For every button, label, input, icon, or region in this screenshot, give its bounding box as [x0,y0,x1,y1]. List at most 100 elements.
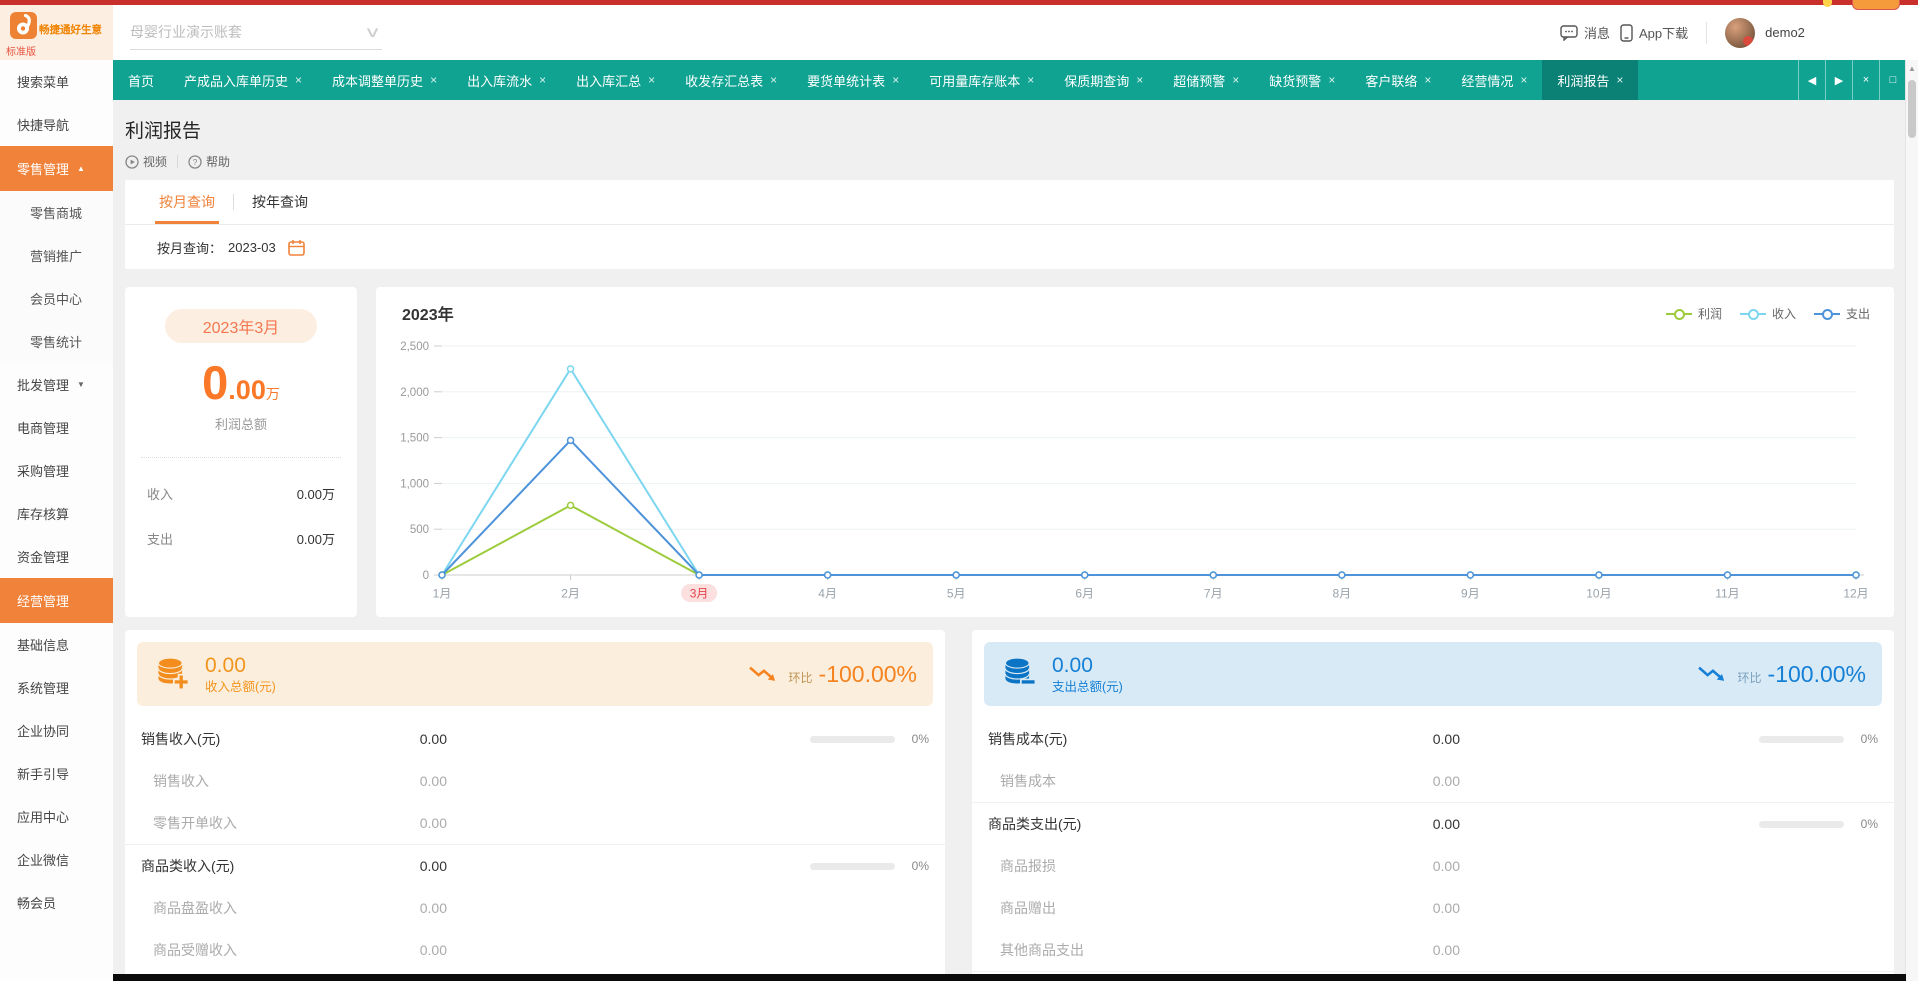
sidebar-item-label: 资金管理 [17,550,70,565]
sidebar-item-搜索菜单[interactable]: 搜索菜单 [0,60,113,103]
close-tab-icon[interactable]: × [539,73,547,87]
report-row-value: 0.00 [419,942,447,958]
profit-total-caption: 利润总额 [214,417,267,432]
tab-客户联络[interactable]: 客户联络 × [1350,60,1446,100]
close-tab-icon[interactable]: × [770,73,778,87]
user-avatar[interactable] [1725,17,1756,48]
sidebar-item-应用中心[interactable]: 应用中心 [0,795,113,838]
sidebar-item-畅会员[interactable]: 畅会员 [0,881,113,924]
fullscreen-button[interactable]: □ [1879,60,1906,100]
income-summary-band: 0.00 收入总额(元) 环比 -100.00% [137,642,933,706]
report-row: 商品受赠收入 0.00 [125,929,945,971]
income-coins-icon [157,657,190,691]
expense-total: 0.00 [1052,653,1093,677]
tab-利润报告[interactable]: 利润报告 × [1542,60,1639,100]
chevron-down-icon: ∨ [363,24,382,41]
close-tab-icon[interactable]: × [295,73,303,87]
scroll-tabs-right-button[interactable]: ▶ [1825,60,1852,100]
progress-track [1759,820,1844,828]
main-content: 利润报告 视频 ? 帮助 按月查询 按年查询 按月查询： 2023-03 [113,100,1906,981]
svg-text:2,500: 2,500 [400,341,429,353]
sidebar-item-快捷导航[interactable]: 快捷导航 [0,103,113,146]
query-filter: 按月查询： 2023-03 [125,225,1894,269]
tab-要货单统计表[interactable]: 要货单统计表 × [792,60,914,100]
progress-track [810,735,895,743]
help-link[interactable]: ? 帮助 [188,153,230,170]
sidebar-item-系统管理[interactable]: 系统管理 [0,666,113,709]
legend-label: 利润 [1697,307,1722,321]
tab-成本调整单历史[interactable]: 成本调整单历史 × [317,60,452,100]
sidebar-item-label: 系统管理 [17,681,70,696]
close-tab-icon[interactable]: × [648,73,656,87]
tab-缺货预警[interactable]: 缺货预警 × [1254,60,1350,100]
close-tab-icon[interactable]: × [1520,73,1528,87]
sidebar-item-label: 快捷导航 [17,118,70,133]
sidebar-item-采购管理[interactable]: 采购管理 [0,449,113,492]
legend-item-支出[interactable]: 支出 [1813,305,1870,322]
query-tabs-divider [233,194,234,210]
sidebar-item-会员中心[interactable]: 会员中心 [0,277,113,320]
tab-保质期查询[interactable]: 保质期查询 × [1049,60,1158,100]
legend-item-利润[interactable]: 利润 [1665,305,1722,322]
tab-首页[interactable]: 首页 [113,60,169,100]
sidebar-item-批发管理[interactable]: 批发管理 ▼ [0,363,113,406]
close-tab-icon[interactable]: × [1328,73,1336,87]
scrollbar-thumb[interactable] [1908,80,1916,138]
sidebar-item-零售管理[interactable]: 零售管理 ▲ [0,146,113,191]
tab-yearly-query[interactable]: 按年查询 [252,194,308,210]
close-tabs-button[interactable]: × [1852,60,1879,100]
close-tab-icon[interactable]: × [1232,73,1240,87]
close-tab-icon[interactable]: × [430,73,438,87]
sidebar-item-资金管理[interactable]: 资金管理 [0,535,113,578]
sidebar-item-label: 畅会员 [17,896,57,911]
video-link[interactable]: 视频 [125,153,167,170]
tab-出入库汇总[interactable]: 出入库汇总 × [561,60,670,100]
sidebar-item-经营管理[interactable]: 经营管理 [0,578,113,623]
tab-出入库流水[interactable]: 出入库流水 × [452,60,561,100]
calendar-icon[interactable] [287,239,305,256]
tab-产成品入库单历史[interactable]: 产成品入库单历史 × [169,60,317,100]
account-select[interactable]: 母婴行业演示账套 ∨ [130,15,382,50]
close-tab-icon[interactable]: × [1424,73,1432,87]
sidebar-item-新手引导[interactable]: 新手引导 [0,752,113,795]
sidebar-item-label: 搜索菜单 [17,75,70,90]
sidebar-item-企业协同[interactable]: 企业协同 [0,709,113,752]
report-row-value: 0.00 [1432,816,1460,832]
messages-label: 消息 [1584,26,1611,41]
legend-label: 收入 [1771,307,1796,321]
report-row-value: 0.00 [1432,773,1460,789]
sidebar-item-营销推广[interactable]: 营销推广 [0,234,113,277]
sidebar-item-零售商城[interactable]: 零售商城 [0,191,113,234]
username[interactable]: demo2 [1765,25,1805,40]
sidebar-item-基础信息[interactable]: 基础信息 [0,623,113,666]
app-download-button[interactable]: App下载 [1620,23,1688,42]
tab-超储预警[interactable]: 超储预警 × [1158,60,1254,100]
close-tab-icon[interactable]: × [1136,73,1144,87]
legend-item-收入[interactable]: 收入 [1739,305,1796,322]
close-tab-icon[interactable]: × [1616,73,1624,87]
progress-percent: 0% [1860,732,1878,746]
report-row-value: 0.00 [1432,942,1460,958]
summary-income-value: 0.00万 [296,487,335,502]
brand-name: 畅捷通好生意 [39,24,102,36]
sidebar: 搜索菜单快捷导航零售管理 ▲ 零售商城 营销推广 会员中心 零售统计 批发管理 ▼ 电商管理 采购… [0,60,113,981]
messages-button[interactable]: 消息 [1560,23,1610,42]
app-header: 畅捷通好生意 标准版 母婴行业演示账套 ∨ 消息 App下载 demo2 [0,5,1918,60]
sidebar-item-库存核算[interactable]: 库存核算 [0,492,113,535]
close-tab-icon[interactable]: × [1027,73,1035,87]
sidebar-item-企业微信[interactable]: 企业微信 [0,838,113,881]
report-row-progress: 0% [810,732,929,746]
close-tab-icon[interactable]: × [892,73,900,87]
scroll-tabs-left-button[interactable]: ◀ [1798,60,1825,100]
tab-monthly-query[interactable]: 按月查询 [155,180,219,224]
report-row-value: 0.00 [1432,900,1460,916]
filter-date-value[interactable]: 2023-03 [228,239,276,255]
sidebar-item-电商管理[interactable]: 电商管理 [0,406,113,449]
tab-经营情况[interactable]: 经营情况 × [1446,60,1542,100]
tab-可用量库存账本[interactable]: 可用量库存账本 × [914,60,1049,100]
scrollbar-up-arrow[interactable]: ▲ [1908,64,1916,73]
legend-marker-icon [1813,308,1840,320]
tab-收发存汇总表[interactable]: 收发存汇总表 × [670,60,792,100]
sidebar-item-零售统计[interactable]: 零售统计 [0,320,113,363]
report-row-label: 商品类支出(元) [988,816,1082,832]
